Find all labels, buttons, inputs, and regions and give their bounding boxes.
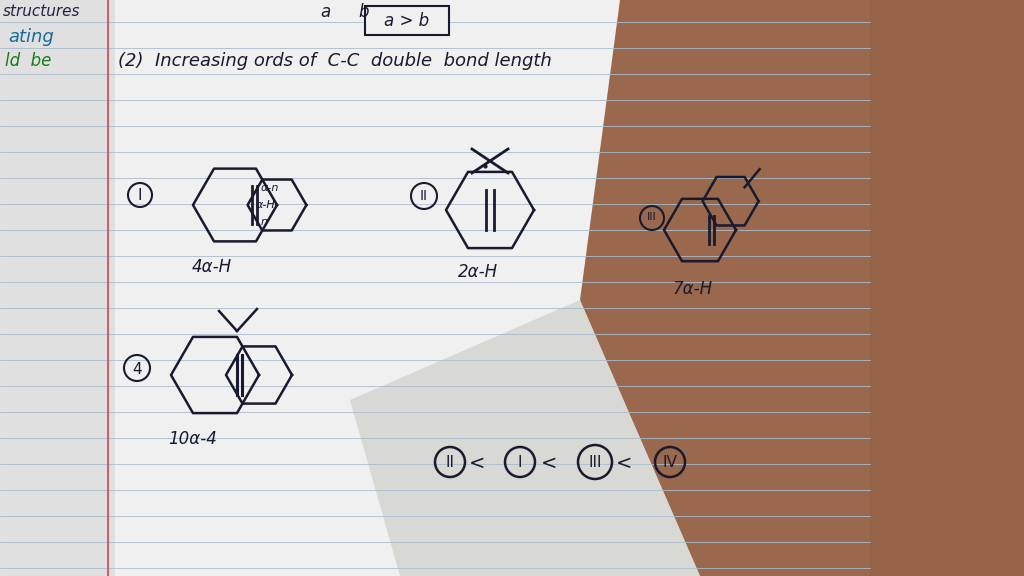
- Polygon shape: [350, 300, 700, 576]
- Text: (2)  Increasing ords of  C-C  double  bond length: (2) Increasing ords of C-C double bond l…: [118, 52, 552, 70]
- Text: IV: IV: [663, 455, 678, 470]
- Text: α-H: α-H: [256, 200, 275, 210]
- Bar: [0, 0, 115, 576]
- Text: <: <: [616, 454, 633, 473]
- Text: n: n: [260, 217, 267, 227]
- Text: II: II: [420, 189, 428, 203]
- Bar: [0, 0, 870, 576]
- Text: b: b: [358, 3, 369, 21]
- Text: 7α-H: 7α-H: [672, 280, 712, 298]
- FancyBboxPatch shape: [365, 6, 449, 35]
- Text: II: II: [445, 455, 455, 470]
- Text: I: I: [518, 455, 522, 470]
- Text: III: III: [588, 455, 602, 470]
- Text: 4: 4: [132, 362, 141, 377]
- Polygon shape: [580, 0, 1024, 576]
- Text: α-n: α-n: [260, 183, 279, 193]
- Text: 2α-H: 2α-H: [458, 263, 498, 281]
- Text: 10α-4: 10α-4: [168, 430, 217, 448]
- Text: a: a: [319, 3, 331, 21]
- Text: structures: structures: [3, 4, 81, 19]
- Text: 4α-H: 4α-H: [193, 258, 232, 276]
- Text: ating: ating: [8, 28, 53, 46]
- Text: <: <: [542, 454, 558, 473]
- Text: a > b: a > b: [384, 12, 429, 30]
- Text: III: III: [647, 212, 656, 222]
- Text: <: <: [469, 454, 485, 473]
- Text: I: I: [138, 188, 142, 203]
- Text: ld  be: ld be: [5, 52, 51, 70]
